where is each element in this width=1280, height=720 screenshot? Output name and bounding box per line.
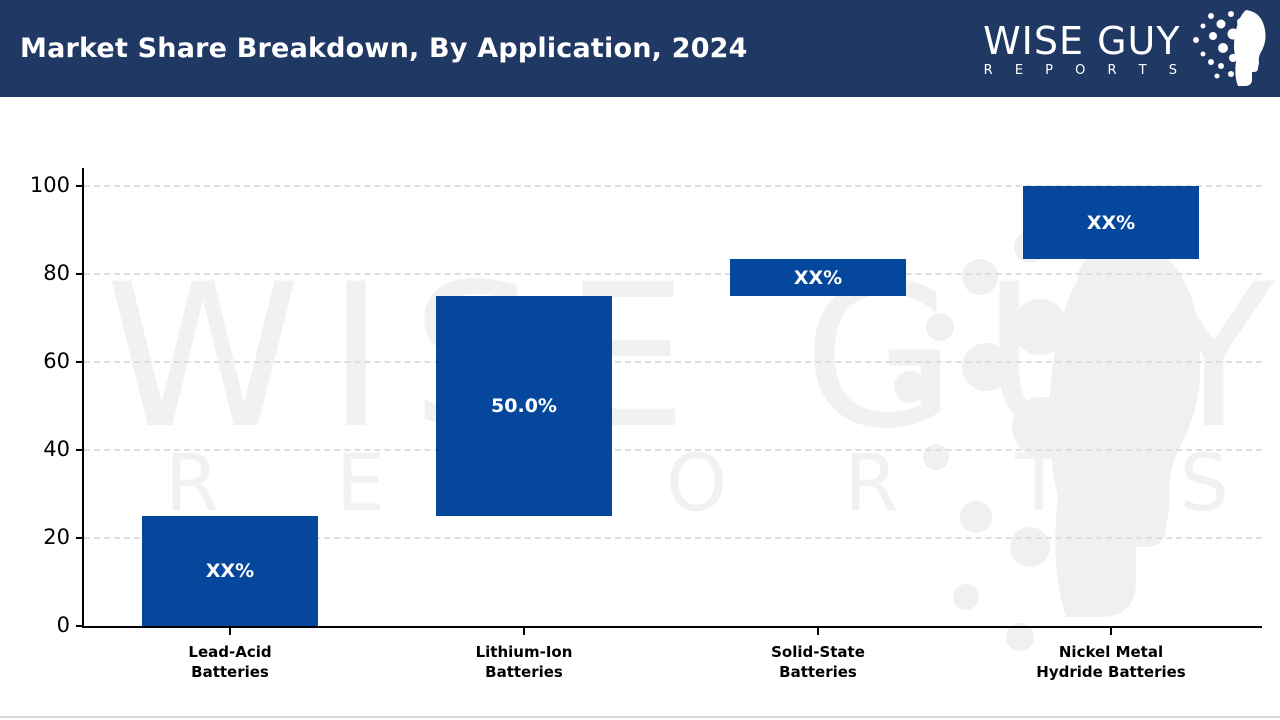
category-label-line: Batteries xyxy=(779,663,857,681)
gridline-100 xyxy=(84,185,1262,187)
bar-value-label: 50.0% xyxy=(491,395,557,417)
category-label-line: Batteries xyxy=(485,663,563,681)
y-tick-mark-100 xyxy=(76,185,84,187)
y-tick-mark-60 xyxy=(76,361,84,363)
y-tick-mark-80 xyxy=(76,273,84,275)
category-label-1: Lithium-Ion Batteries xyxy=(374,642,674,682)
y-tick-label-80: 80 xyxy=(43,261,70,285)
bar-value-label: XX% xyxy=(793,266,843,289)
bar-value-label: XX% xyxy=(205,560,255,582)
gridline-20 xyxy=(84,537,1262,539)
footer-divider xyxy=(0,716,1280,718)
y-tick-mark-0 xyxy=(76,625,84,627)
y-tick-label-60: 60 xyxy=(43,349,70,373)
logo-subtitle-text: R E P O R T S xyxy=(983,63,1186,78)
page-title: Market Share Breakdown, By Application, … xyxy=(20,33,748,64)
bar-2: XX% xyxy=(730,259,906,296)
y-tick-mark-40 xyxy=(76,449,84,451)
y-axis-line xyxy=(82,168,84,628)
bar-1: 50.0% xyxy=(436,296,612,516)
x-axis-line xyxy=(82,626,1262,628)
logo-title-text: WISE GUY xyxy=(983,19,1181,63)
logo-wordmark: WISE GUY R E P O R T S xyxy=(978,20,1186,78)
category-label-line: Nickel Metal xyxy=(1058,643,1164,661)
x-tick-mark-1 xyxy=(523,628,525,635)
bar-3: XX% xyxy=(1023,186,1199,260)
category-label-line: Lead-Acid xyxy=(188,643,272,661)
bar-chart: 0 20 40 60 80 100 XX% Lead-Acid Batteries 50.0% Li… xyxy=(0,97,1280,717)
x-tick-mark-3 xyxy=(1110,628,1112,635)
gridline-60 xyxy=(84,361,1262,363)
bar-0: XX% xyxy=(142,516,318,626)
category-label-2: Solid-State Batteries xyxy=(668,642,968,682)
wiseguy-logo: WISE GUY R E P O R T S xyxy=(978,6,1268,92)
logo-face-icon xyxy=(1193,10,1266,86)
x-tick-mark-0 xyxy=(229,628,231,635)
gridline-80 xyxy=(84,273,1262,275)
chart-area: WISE GUY R E P O R T S 0 20 40 60 80 100 XX% Le… xyxy=(0,97,1280,717)
header-bar: Market Share Breakdown, By Application, … xyxy=(0,0,1280,97)
category-label-line: Batteries xyxy=(191,663,269,681)
bar-value-label: XX% xyxy=(1086,211,1136,234)
category-label-0: Lead-Acid Batteries xyxy=(80,642,380,682)
y-tick-label-0: 0 xyxy=(56,613,70,637)
y-tick-label-20: 20 xyxy=(43,525,70,549)
x-tick-mark-2 xyxy=(817,628,819,635)
category-label-line: Hydride Batteries xyxy=(1036,663,1186,681)
category-label-line: Solid-State xyxy=(771,643,865,661)
y-tick-mark-20 xyxy=(76,537,84,539)
y-tick-label-100: 100 xyxy=(29,173,70,197)
category-label-line: Lithium-Ion xyxy=(475,643,573,661)
category-label-3: Nickel Metal Hydride Batteries xyxy=(961,642,1261,682)
gridline-40 xyxy=(84,449,1262,451)
y-tick-label-40: 40 xyxy=(43,437,70,461)
